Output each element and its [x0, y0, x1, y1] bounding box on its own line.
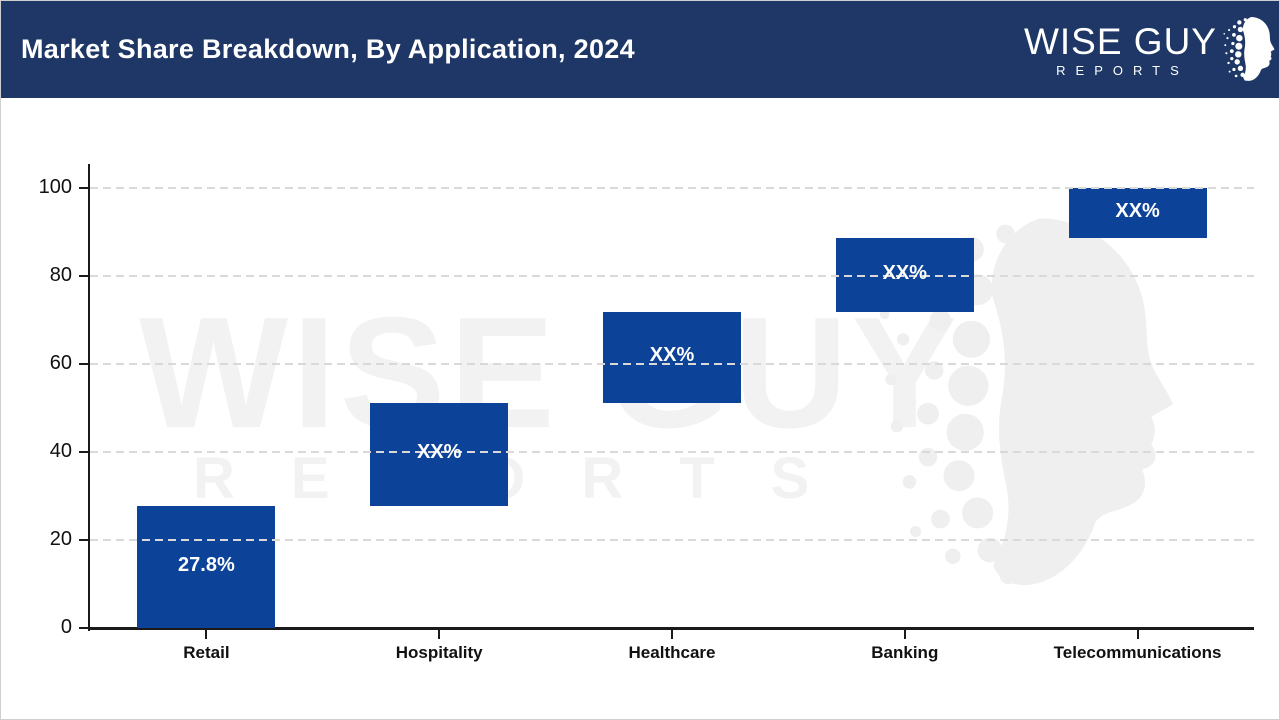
x-axis-tick-banking [903, 630, 906, 639]
y-axis-tick-0 [79, 627, 88, 629]
header-bar: Market Share Breakdown, By Application, … [1, 1, 1279, 98]
y-axis-tick-label-20: 20 [49, 528, 72, 551]
logo-wordmark-line1: WISE GUY [1023, 21, 1217, 62]
waterfall-chart: 0 20 40 60 80 100 27.8% Retail XX% Hospitality XX%… [39, 164, 1254, 662]
y-axis-tick-20 [79, 539, 88, 542]
x-axis-spine [88, 627, 1254, 630]
y-axis-tick-label-100: 100 [38, 176, 72, 199]
logo: WISE GUY REPORTS [1024, 7, 1275, 93]
logo-face-icon [1223, 17, 1275, 81]
x-axis-tick-retail [205, 630, 208, 639]
x-axis-tick-hospitality [438, 630, 441, 639]
y-axis-tick-label-40: 40 [49, 440, 72, 463]
watermark-wordmark: WISE GUY [139, 285, 962, 461]
y-axis-tick-label-0: 0 [60, 616, 72, 638]
gridline-100 [90, 187, 1254, 190]
bar-healthcare [603, 311, 741, 403]
y-axis-spine [88, 164, 90, 631]
bar-telecommunications [1068, 188, 1207, 238]
y-axis-tick-label-60: 60 [49, 352, 72, 375]
x-axis-tick-telecommunications [1136, 630, 1139, 639]
y-axis-tick-60 [79, 363, 88, 366]
bar-value-label-healthcare: XX% [649, 344, 695, 367]
bar-value-label-retail: 27.8% [178, 553, 235, 576]
y-axis-tick-40 [79, 451, 88, 454]
logo-wordmark: WISE GUY REPORTS [1023, 21, 1217, 79]
x-axis-label-retail: Retail [183, 643, 230, 662]
x-axis-label-banking: Banking [871, 643, 939, 662]
y-axis-tick-80 [79, 275, 88, 278]
gridline-80 [90, 275, 1254, 278]
page-title: Market Share Breakdown, By Application, … [21, 34, 635, 64]
x-axis-label-healthcare: Healthcare [628, 643, 716, 662]
logo-wordmark-line2: REPORTS [1056, 63, 1189, 78]
bar-value-label-hospitality: XX% [416, 441, 462, 464]
gridline-40 [90, 451, 1254, 454]
bar-banking [835, 237, 974, 312]
bar-value-label-telecommunications: XX% [1115, 200, 1160, 223]
bar-value-label-banking: XX% [882, 261, 928, 284]
y-axis-tick-label-80: 80 [49, 264, 72, 287]
x-axis-label-telecommunications: Telecommunications [1053, 643, 1222, 662]
x-axis-tick-healthcare [671, 630, 673, 639]
y-axis-tick-100 [79, 187, 88, 190]
gridline-60 [90, 363, 1254, 366]
gridline-20 [90, 539, 1254, 542]
bar-retail [137, 505, 276, 628]
x-axis-label-hospitality: Hospitality [395, 643, 483, 662]
bar-hospitality [370, 402, 509, 506]
